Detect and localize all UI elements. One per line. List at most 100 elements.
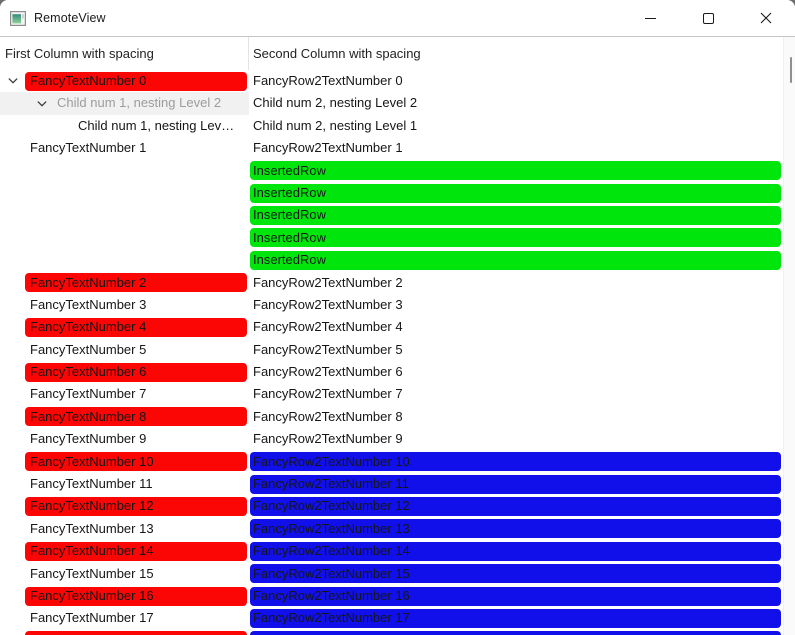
cell-second-column: FancyRow2TextNumber 3 — [249, 294, 783, 316]
table-row[interactable]: FancyTextNumber 13 FancyRow2TextNumber 13 — [0, 518, 783, 540]
table-row[interactable]: FancyTextNumber 12 FancyRow2TextNumber 12 — [0, 495, 783, 517]
title-bar[interactable]: RemoteView — [0, 0, 795, 37]
table-row[interactable]: FancyTextNumber 16 FancyRow2TextNumber 16 — [0, 585, 783, 607]
cell-text: FancyTextNumber 14 — [30, 543, 154, 559]
cell-first-column: FancyTextNumber 17 — [0, 607, 249, 629]
cell-second-column: Child num 2, nesting Level 2 — [249, 92, 783, 114]
chevron-down-icon[interactable] — [8, 78, 18, 85]
row-highlight-bar-red — [25, 407, 247, 427]
close-button[interactable] — [737, 0, 795, 36]
cell-second-column: FancyRow2TextNumber 1 — [249, 137, 783, 159]
table-row[interactable]: FancyTextNumber 4 FancyRow2TextNumber 4 — [0, 316, 783, 338]
app-window-icon — [10, 10, 26, 26]
cell-text: FancyTextNumber 7 — [30, 386, 147, 402]
cell-text: FancyTextNumber 17 — [30, 610, 154, 626]
row-highlight-bar-green — [250, 205, 781, 225]
table-row[interactable]: FancyTextNumber 8 FancyRow2TextNumber 8 — [0, 406, 783, 428]
cell-second-column — [249, 630, 783, 635]
cell-text: Child num 2, nesting Level 2 — [253, 95, 418, 111]
cell-second-column: InsertedRow — [249, 160, 783, 182]
row-highlight-bar-green — [250, 250, 781, 270]
cell-first-column — [0, 160, 249, 182]
table-row[interactable]: FancyTextNumber 15 FancyRow2TextNumber 15 — [0, 563, 783, 585]
cell-second-column: FancyRow2TextNumber 12 — [249, 495, 783, 517]
cell-second-column: InsertedRow — [249, 249, 783, 271]
cell-second-column: FancyRow2TextNumber 10 — [249, 451, 783, 473]
table-row[interactable]: FancyTextNumber 6 FancyRow2TextNumber 6 — [0, 361, 783, 383]
row-highlight-bar-blue — [250, 564, 781, 584]
cell-first-column: FancyTextNumber 15 — [0, 563, 249, 585]
table-row[interactable]: Child num 1, nesting Level 1 Child num 2,… — [0, 115, 783, 137]
table-row[interactable]: InsertedRow — [0, 182, 783, 204]
maximize-button[interactable] — [679, 0, 737, 36]
cell-text: InsertedRow — [253, 162, 326, 178]
window-title: RemoteView — [34, 11, 106, 25]
cell-text: FancyRow2TextNumber 1 — [253, 140, 403, 156]
table-row[interactable] — [0, 630, 783, 635]
chevron-down-icon[interactable] — [37, 100, 47, 107]
cell-text: FancyRow2TextNumber 4 — [253, 319, 403, 335]
row-highlight-bar-blue — [250, 474, 781, 494]
cell-second-column: FancyRow2TextNumber 6 — [249, 361, 783, 383]
table-row[interactable]: InsertedRow — [0, 249, 783, 271]
vertical-scrollbar[interactable] — [783, 37, 795, 635]
tree-view: FancyTextNumber 0 FancyRow2TextNumber 0 Ch… — [0, 70, 783, 635]
row-highlight-bar-blue — [250, 541, 781, 561]
cell-text: FancyTextNumber 6 — [30, 364, 147, 380]
table-row[interactable]: FancyTextNumber 7 FancyRow2TextNumber 7 — [0, 383, 783, 405]
cell-text: FancyRow2TextNumber 6 — [253, 364, 403, 380]
cell-text: FancyRow2TextNumber 17 — [253, 610, 410, 626]
row-highlight-bar-red — [25, 71, 247, 91]
cell-first-column: FancyTextNumber 6 — [0, 361, 249, 383]
cell-first-column: FancyTextNumber 9 — [0, 428, 249, 450]
cell-first-column: Child num 1, nesting Level 2 — [0, 92, 249, 115]
cell-first-column: Child num 1, nesting Level 1 — [0, 115, 249, 137]
column-header-second[interactable]: Second Column with spacing — [249, 37, 783, 70]
table-row[interactable]: FancyTextNumber 1 FancyRow2TextNumber 1 — [0, 137, 783, 159]
cell-text: FancyTextNumber 15 — [30, 565, 154, 581]
cell-first-column: FancyTextNumber 11 — [0, 473, 249, 495]
cell-text: FancyRow2TextNumber 9 — [253, 431, 403, 447]
cell-text: FancyTextNumber 12 — [30, 498, 154, 514]
table-row[interactable]: FancyTextNumber 10 FancyRow2TextNumber 10 — [0, 451, 783, 473]
cell-text: FancyTextNumber 3 — [30, 296, 147, 312]
table-row[interactable]: InsertedRow — [0, 227, 783, 249]
cell-second-column: InsertedRow — [249, 227, 783, 249]
column-header-first[interactable]: First Column with spacing — [0, 37, 249, 70]
cell-text: FancyRow2TextNumber 2 — [253, 274, 403, 290]
table-row[interactable]: FancyTextNumber 0 FancyRow2TextNumber 0 — [0, 70, 783, 92]
table-row[interactable]: FancyTextNumber 5 FancyRow2TextNumber 5 — [0, 339, 783, 361]
table-row[interactable]: FancyTextNumber 17 FancyRow2TextNumber 17 — [0, 607, 783, 629]
cell-text: FancyTextNumber 9 — [30, 431, 147, 447]
cell-first-column — [0, 249, 249, 271]
table-row[interactable]: FancyTextNumber 14 FancyRow2TextNumber 14 — [0, 540, 783, 562]
cell-first-column — [0, 204, 249, 226]
cell-text: FancyRow2TextNumber 16 — [253, 587, 410, 603]
row-highlight-bar-green — [250, 161, 781, 181]
column-header-second-label: Second Column with spacing — [253, 46, 421, 61]
cell-second-column: FancyRow2TextNumber 9 — [249, 428, 783, 450]
row-highlight-bar-red — [25, 497, 247, 517]
table-row[interactable]: Child num 1, nesting Level 2 Child num 2,… — [0, 92, 783, 115]
cell-second-column: Child num 2, nesting Level 1 — [249, 115, 783, 137]
row-highlight-bar-red — [25, 273, 247, 293]
cell-second-column: InsertedRow — [249, 204, 783, 226]
row-highlight-bar-blue — [250, 452, 781, 472]
row-highlight-bar-blue — [250, 519, 781, 539]
maximize-icon — [702, 12, 714, 24]
column-header-row: First Column with spacing Second Column … — [0, 37, 795, 71]
cell-text: InsertedRow — [253, 229, 326, 245]
vertical-scrollbar-thumb[interactable] — [789, 57, 792, 83]
table-row[interactable]: InsertedRow — [0, 204, 783, 226]
table-row[interactable]: InsertedRow — [0, 160, 783, 182]
cell-text: FancyRow2TextNumber 12 — [253, 498, 410, 514]
table-row[interactable]: FancyTextNumber 3 FancyRow2TextNumber 3 — [0, 294, 783, 316]
cell-text: FancyRow2TextNumber 8 — [253, 408, 403, 424]
row-highlight-bar-blue — [250, 497, 781, 517]
minimize-button[interactable] — [621, 0, 679, 36]
table-row[interactable]: FancyTextNumber 11 FancyRow2TextNumber 11 — [0, 473, 783, 495]
table-row[interactable]: FancyTextNumber 2 FancyRow2TextNumber 2 — [0, 272, 783, 294]
row-highlight-bar-blue — [250, 608, 781, 628]
table-row[interactable]: FancyTextNumber 9 FancyRow2TextNumber 9 — [0, 428, 783, 450]
